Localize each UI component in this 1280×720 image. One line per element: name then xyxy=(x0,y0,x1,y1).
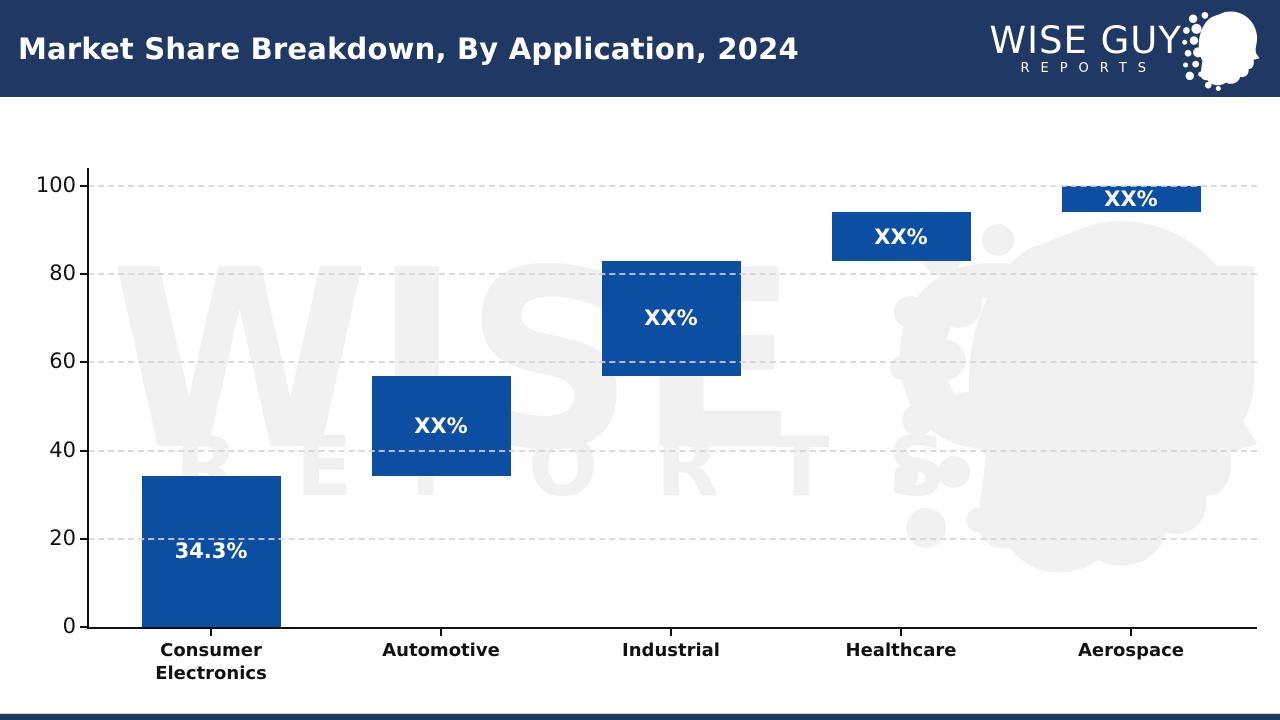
logo-subtitle: REPORTS xyxy=(1020,61,1158,76)
x-axis-label: Healthcare xyxy=(845,640,957,661)
watermark-subtitle: REPORTS xyxy=(175,420,1005,515)
y-tick xyxy=(80,449,87,452)
x-axis-line xyxy=(87,627,1257,629)
x-tick xyxy=(670,629,672,636)
y-axis-line xyxy=(87,168,89,629)
bar-value-label: XX% xyxy=(414,413,468,438)
bar-industrial: XX% xyxy=(601,260,741,376)
header-bar: Market Share Breakdown, By Application, … xyxy=(0,0,1280,97)
wise-guy-logo-text: WISE GUY REPORTS xyxy=(990,22,1182,75)
y-tick xyxy=(80,626,87,628)
gridline-y40 xyxy=(88,449,1257,452)
bar-value-label: XX% xyxy=(644,306,698,331)
y-tick-label: 40 xyxy=(49,437,76,462)
bar-healthcare: XX% xyxy=(831,212,971,261)
y-tick-label: 100 xyxy=(35,173,76,197)
wise-guy-face-icon xyxy=(1182,10,1260,91)
x-tick xyxy=(900,629,902,636)
y-tick-label: 20 xyxy=(49,525,76,550)
gridline-y80 xyxy=(88,273,1257,276)
y-tick xyxy=(80,361,87,364)
x-axis-label: Automotive xyxy=(382,640,500,661)
page-title: Market Share Breakdown, By Application, … xyxy=(18,31,799,66)
bar-value-label: 34.3% xyxy=(174,539,248,564)
bar-consumer-electronics: 34.3% xyxy=(141,475,281,627)
footer-bar xyxy=(0,714,1280,720)
y-tick-label: 80 xyxy=(49,261,76,286)
y-tick-label: 60 xyxy=(49,349,76,374)
gridline-y100 xyxy=(88,185,1257,187)
x-tick xyxy=(440,629,442,636)
watermark-face-icon xyxy=(890,221,1258,573)
bar-value-label: XX% xyxy=(1104,187,1158,212)
footer-divider xyxy=(0,713,1280,714)
logo-wordmark: WISE GUY xyxy=(989,19,1182,62)
x-axis-label: Aerospace xyxy=(1077,640,1184,661)
gridline-y60 xyxy=(88,361,1257,364)
wise-guy-logo: WISE GUY REPORTS xyxy=(990,6,1262,92)
bar-aerospace: XX% xyxy=(1061,186,1201,213)
x-tick xyxy=(1130,629,1132,636)
x-axis-label: Industrial xyxy=(622,640,720,661)
x-axis-label: Consumer Electronics xyxy=(155,640,267,684)
bar-automotive: XX% xyxy=(371,375,511,476)
y-tick xyxy=(80,273,87,276)
x-tick xyxy=(210,629,212,636)
y-tick xyxy=(80,185,87,187)
gridline-y20 xyxy=(88,537,1257,540)
y-tick xyxy=(80,537,87,540)
bar-value-label: XX% xyxy=(874,224,928,249)
y-tick-label: 0 xyxy=(62,614,76,638)
